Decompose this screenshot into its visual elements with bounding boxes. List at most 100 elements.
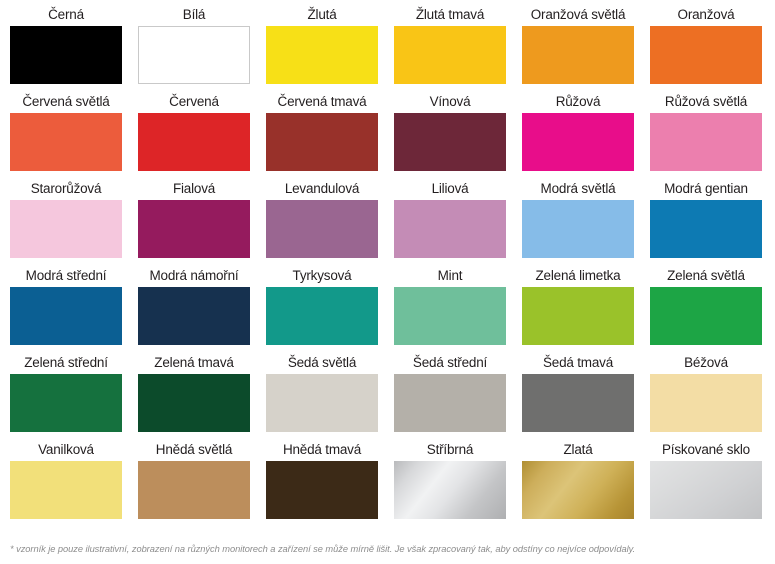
swatch-label: Oranžová [677,7,735,22]
swatch-label: Vínová [429,94,471,109]
swatch-cell[interactable]: Šedá světlá [266,352,378,439]
swatch-color-chip[interactable] [266,113,378,171]
swatch-label: Červená [169,94,219,109]
swatch-color-chip[interactable] [650,287,762,345]
swatch-label: Šedá světlá [287,355,357,370]
swatch-cell[interactable]: Zelená světlá [650,265,762,352]
swatch-color-chip[interactable] [394,374,506,432]
color-swatch-grid: Černá Bílá Žlutá Žlutá tmavá Oranžová světlá… [10,4,765,526]
swatch-color-chip[interactable] [266,287,378,345]
swatch-color-chip[interactable] [650,26,762,84]
swatch-color-chip[interactable] [10,200,122,258]
swatch-label: Modrá světlá [540,181,616,196]
swatch-label: Mint [437,268,463,283]
swatch-cell[interactable]: Fialová [138,178,250,265]
swatch-label: Růžová [555,94,601,109]
swatch-cell[interactable]: Černá [10,4,122,91]
swatch-color-chip[interactable] [10,287,122,345]
swatch-label: Bílá [182,7,206,22]
swatch-label: Zelená střední [24,355,108,370]
swatch-label: Zelená světlá [667,268,745,283]
swatch-color-chip[interactable] [266,461,378,519]
swatch-label: Modrá střední [25,268,107,283]
swatch-cell[interactable]: Růžová [522,91,634,178]
footnote-disclaimer: * vzorník je pouze ilustrativní, zobraze… [10,544,636,554]
swatch-cell[interactable]: Zlatá [522,439,634,526]
swatch-label: Modrá gentian [664,181,748,196]
swatch-label: Hnědá tmavá [282,442,362,457]
swatch-cell[interactable]: Liliová [394,178,506,265]
swatch-color-chip[interactable] [522,374,634,432]
swatch-cell[interactable]: Žlutá [266,4,378,91]
swatch-color-chip[interactable] [394,113,506,171]
swatch-color-chip[interactable] [138,461,250,519]
swatch-cell[interactable]: Béžová [650,352,762,439]
swatch-cell[interactable]: Vínová [394,91,506,178]
swatch-color-chip[interactable] [522,200,634,258]
swatch-color-chip[interactable] [394,461,506,519]
swatch-color-chip[interactable] [266,200,378,258]
swatch-cell[interactable]: Modrá střední [10,265,122,352]
swatch-color-chip[interactable] [522,287,634,345]
swatch-color-chip[interactable] [10,461,122,519]
swatch-cell[interactable]: Tyrkysová [266,265,378,352]
swatch-color-chip[interactable] [650,113,762,171]
swatch-label: Růžová světlá [664,94,748,109]
swatch-cell[interactable]: Oranžová světlá [522,4,634,91]
swatch-color-chip[interactable] [522,113,634,171]
swatch-cell[interactable]: Šedá tmavá [522,352,634,439]
swatch-cell[interactable]: Stříbrná [394,439,506,526]
swatch-color-chip[interactable] [10,26,122,84]
swatch-label: Starorůžová [30,181,102,196]
swatch-label: Žlutá tmavá [415,7,485,22]
swatch-label: Modrá námořní [149,268,239,283]
swatch-label: Vanilková [38,442,94,457]
swatch-cell[interactable]: Hnědá tmavá [266,439,378,526]
swatch-color-chip[interactable] [10,374,122,432]
swatch-cell[interactable]: Modrá světlá [522,178,634,265]
swatch-color-chip[interactable] [394,26,506,84]
swatch-label: Černá [48,7,84,22]
swatch-label: Béžová [684,355,728,370]
swatch-color-chip[interactable] [394,200,506,258]
swatch-color-chip[interactable] [138,26,250,84]
swatch-label: Liliová [431,181,469,196]
swatch-cell[interactable]: Zelená střední [10,352,122,439]
swatch-cell[interactable]: Zelená limetka [522,265,634,352]
swatch-color-chip[interactable] [138,374,250,432]
swatch-color-chip[interactable] [650,461,762,519]
swatch-cell[interactable]: Zelená tmavá [138,352,250,439]
swatch-label: Šedá střední [412,355,488,370]
swatch-cell[interactable]: Modrá námořní [138,265,250,352]
swatch-color-chip[interactable] [394,287,506,345]
swatch-cell[interactable]: Oranžová [650,4,762,91]
swatch-cell[interactable]: Červená světlá [10,91,122,178]
swatch-cell[interactable]: Bílá [138,4,250,91]
swatch-label: Stříbrná [426,442,474,457]
swatch-cell[interactable]: Hnědá světlá [138,439,250,526]
swatch-color-chip[interactable] [522,26,634,84]
swatch-label: Zelená tmavá [154,355,234,370]
swatch-cell[interactable]: Růžová světlá [650,91,762,178]
swatch-cell[interactable]: Šedá střední [394,352,506,439]
swatch-label: Šedá tmavá [542,355,614,370]
swatch-color-chip[interactable] [10,113,122,171]
swatch-color-chip[interactable] [650,374,762,432]
swatch-cell[interactable]: Pískované sklo [650,439,762,526]
swatch-color-chip[interactable] [266,374,378,432]
swatch-color-chip[interactable] [138,200,250,258]
swatch-color-chip[interactable] [138,113,250,171]
swatch-cell[interactable]: Starorůžová [10,178,122,265]
swatch-cell[interactable]: Červená [138,91,250,178]
swatch-color-chip[interactable] [266,26,378,84]
swatch-cell[interactable]: Žlutá tmavá [394,4,506,91]
swatch-color-chip[interactable] [522,461,634,519]
swatch-color-chip[interactable] [138,287,250,345]
swatch-color-chip[interactable] [650,200,762,258]
swatch-cell[interactable]: Mint [394,265,506,352]
swatch-cell[interactable]: Levandulová [266,178,378,265]
swatch-cell[interactable]: Červená tmavá [266,91,378,178]
swatch-cell[interactable]: Vanilková [10,439,122,526]
swatch-cell[interactable]: Modrá gentian [650,178,762,265]
swatch-label: Oranžová světlá [530,7,626,22]
